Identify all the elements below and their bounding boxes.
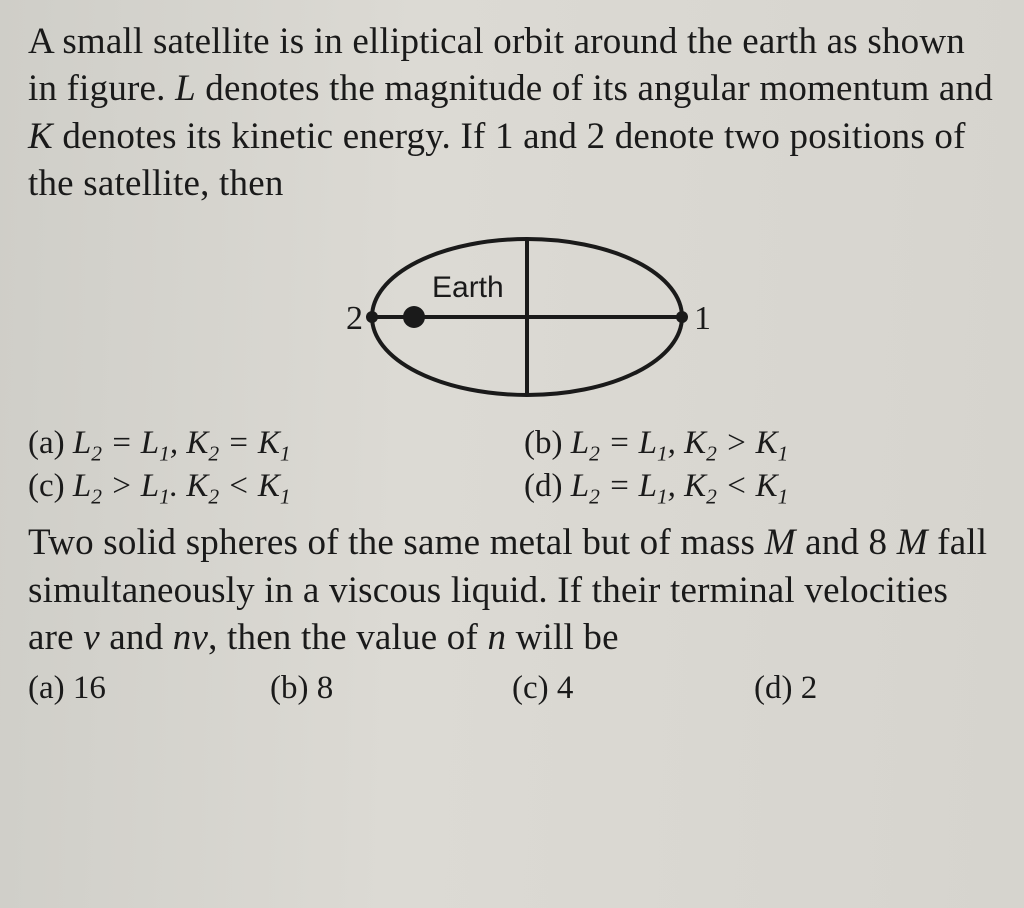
q2-var-v: v (83, 617, 100, 658)
q1-figure: Earth 2 1 (302, 217, 722, 417)
q2-text-2: and 8 (796, 522, 897, 563)
q1-option-b-expr: L2 = L1, K2 > K1 (571, 425, 789, 461)
q2-var-nv: nv (173, 617, 208, 658)
q1-option-a[interactable]: (a) L2 = L1, K2 = K1 (28, 425, 500, 462)
q1-option-c[interactable]: (c) L2 > L1. K2 < K1 (28, 468, 500, 505)
q2-var-n: n (487, 617, 506, 658)
q2-prompt: Two solid spheres of the same metal but … (28, 519, 996, 661)
q1-text-2: denotes the magnitude of its angular mom… (196, 68, 993, 109)
q2-option-b-lead: (b) (270, 670, 317, 706)
q2-option-c-lead: (c) (512, 670, 557, 706)
q1-options: (a) L2 = L1, K2 = K1 (b) L2 = L1, K2 > K… (28, 425, 996, 505)
q2-text-6: will be (506, 617, 619, 658)
q2-option-a[interactable]: (a) 16 (28, 670, 270, 707)
q1-option-a-expr: L2 = L1, K2 = K1 (73, 425, 291, 461)
q2-option-d-lead: (d) (754, 670, 801, 706)
q2-text-5: , then the value of (208, 617, 487, 658)
q1-var-L: L (175, 68, 196, 109)
q2-var-M1: M (765, 522, 796, 563)
page: A small satellite is in elliptical orbit… (0, 0, 1024, 908)
q2-options: (a) 16 (b) 8 (c) 4 (d) 2 (28, 670, 996, 707)
q2-option-b-val: 8 (317, 670, 334, 706)
q1-option-d-expr: L2 = L1, K2 < K1 (571, 468, 789, 504)
point-2-dot (366, 311, 378, 323)
q2-text-1: Two solid spheres of the same metal but … (28, 522, 765, 563)
q1-option-d-lead: (d) (524, 468, 571, 504)
q2-option-a-val: 16 (73, 670, 106, 706)
q1-option-b-lead: (b) (524, 425, 571, 461)
earth-label: Earth (432, 271, 504, 304)
q1-option-d[interactable]: (d) L2 = L1, K2 < K1 (524, 468, 996, 505)
q2-text-4: and (100, 617, 173, 658)
earth-dot (403, 306, 425, 328)
point-1-label: 1 (694, 300, 711, 337)
q1-option-a-lead: (a) (28, 425, 73, 461)
q1-text-3: denotes its kinetic energy. If 1 and 2 d… (28, 116, 966, 204)
q1-var-K: K (28, 116, 53, 157)
q2-option-c-val: 4 (557, 670, 574, 706)
q2-option-b[interactable]: (b) 8 (270, 670, 512, 707)
point-2-label: 2 (346, 300, 363, 337)
point-1-dot (676, 311, 688, 323)
q2-option-c[interactable]: (c) 4 (512, 670, 754, 707)
q1-option-b[interactable]: (b) L2 = L1, K2 > K1 (524, 425, 996, 462)
q2-var-M2: M (897, 522, 928, 563)
q2-option-a-lead: (a) (28, 670, 73, 706)
q1-option-c-lead: (c) (28, 468, 73, 504)
q1-option-c-expr: L2 > L1. K2 < K1 (73, 468, 291, 504)
q1-prompt: A small satellite is in elliptical orbit… (28, 18, 996, 207)
q2-option-d[interactable]: (d) 2 (754, 670, 996, 707)
q2-option-d-val: 2 (801, 670, 818, 706)
